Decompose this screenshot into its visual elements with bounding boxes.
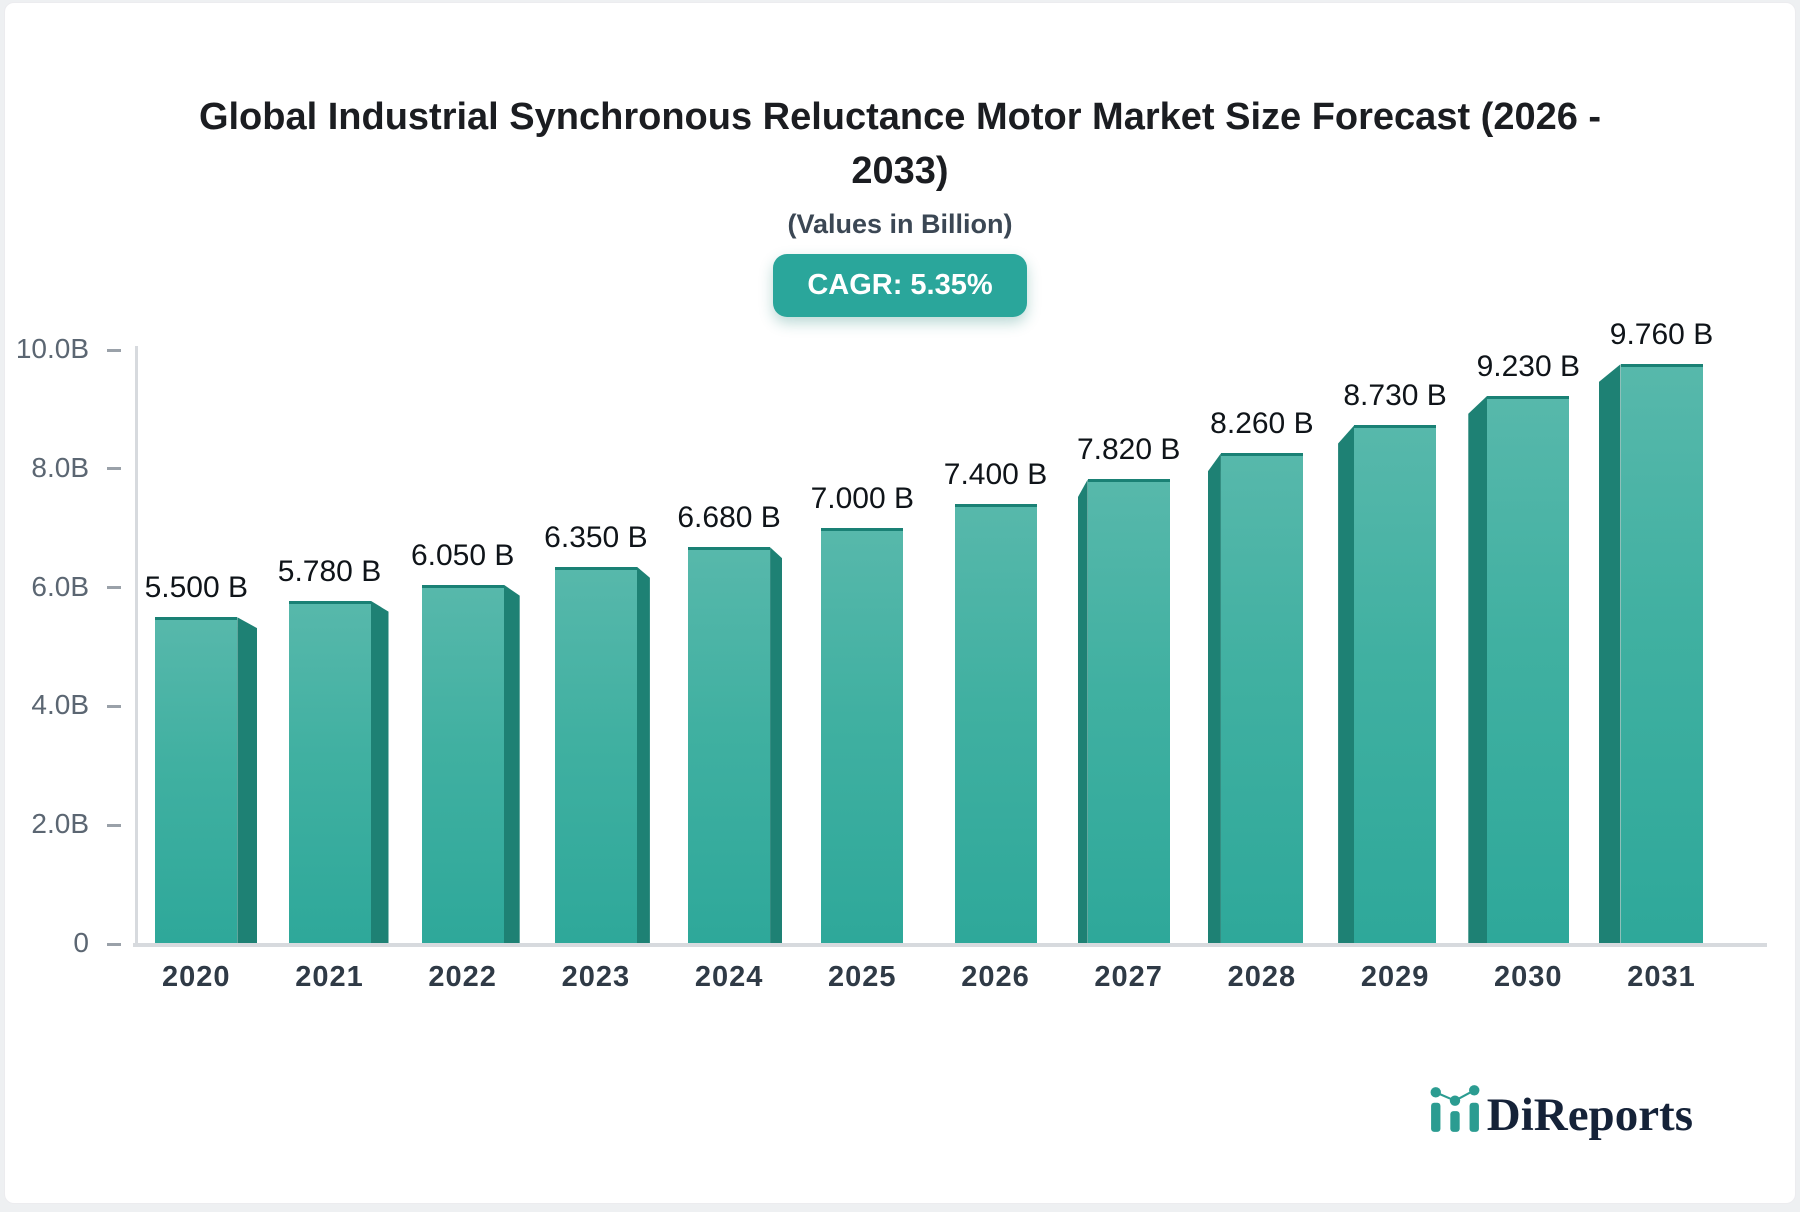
bar-side-face [237,617,258,944]
bar-value-label: 9.230 B [1476,349,1580,383]
x-axis-label: 2031 [1627,961,1696,993]
bar-side-face [503,584,520,944]
bar [155,617,238,944]
x-axis-label: 2028 [1227,961,1297,993]
bar [1487,395,1570,944]
y-axis-label: 6.0B [31,570,89,602]
y-axis-tick [107,467,121,471]
bar-side-face [1468,395,1488,944]
bar-side-face [1077,479,1088,944]
bar [688,547,771,944]
y-axis-label: 10.0B [15,333,89,364]
x-axis-label: 2022 [428,961,497,993]
bar-side-face [770,547,783,944]
bar-value-label: 7.820 B [1076,433,1181,467]
x-axis-label: 2023 [561,961,631,993]
bar-value-label: 5.780 B [277,554,382,588]
bar-value-label: 9.760 B [1609,318,1714,352]
bar-value-label: 6.350 B [544,520,648,554]
y-axis-tick [107,586,121,590]
y-axis-line [134,346,138,946]
x-axis-label: 2026 [961,961,1030,993]
x-axis-label: 2029 [1360,961,1430,993]
y-axis-tick [107,704,121,708]
x-axis-label: 2024 [694,961,764,993]
x-axis-label: 2020 [162,961,231,993]
bar [421,584,504,944]
x-axis-line [133,943,1767,947]
bar-value-label: 6.050 B [410,538,515,572]
bar-chart-plot: 0 2.0B 4.0B 6.0B 8.0B 10.0B 5.500 B 2020 5.780 B… [5,3,1795,1203]
bar-side-face [1598,364,1621,944]
bar-value-label: 8.260 B [1210,407,1314,441]
bar [1354,425,1437,944]
chart-title: Global Industrial Synchronous Reluctance… [198,96,1602,192]
bar-value-label: 5.500 B [144,571,248,605]
chart-subtitle: (Values in Billion) [787,208,1013,239]
y-axis-label: 4.0B [31,689,89,721]
bar-value-label: 7.400 B [943,458,1048,492]
bar-value-label: 8.730 B [1343,379,1447,413]
bar [288,600,371,944]
chart-header: Global Industrial Synchronous Reluctance… [5,91,1795,317]
x-axis-label: 2025 [828,961,897,993]
bar [1620,364,1703,944]
y-axis-label: 8.0B [31,451,89,483]
bar-chart-logo-icon [1429,1084,1481,1139]
bar-side-face [1338,425,1355,944]
bar-value-label: 6.680 B [677,501,781,535]
logo-text: DiReports [1486,1089,1693,1141]
y-axis-tick [107,823,121,827]
x-axis-label: 2027 [1094,961,1163,993]
cagr-badge: CAGR: 5.35% [773,253,1027,317]
direports-logo: DiReports [1429,1084,1693,1139]
chart-card: Global Industrial Synchronous Reluctance… [4,2,1796,1204]
bar-value-label: 7.000 B [810,482,914,516]
bar [954,504,1037,944]
y-axis-tick [107,348,121,352]
bar [1220,453,1303,944]
bar [554,566,637,944]
bar-side-face [636,566,650,944]
y-axis-tick [107,942,121,946]
y-axis-label: 0 [73,927,89,958]
x-axis-label: 2021 [295,961,364,993]
bar-side-face [370,600,389,944]
x-axis-label: 2030 [1494,961,1563,993]
bar [821,528,904,944]
y-axis-label: 2.0B [31,808,89,840]
bar [1087,479,1170,944]
bar-side-face [1207,453,1221,944]
